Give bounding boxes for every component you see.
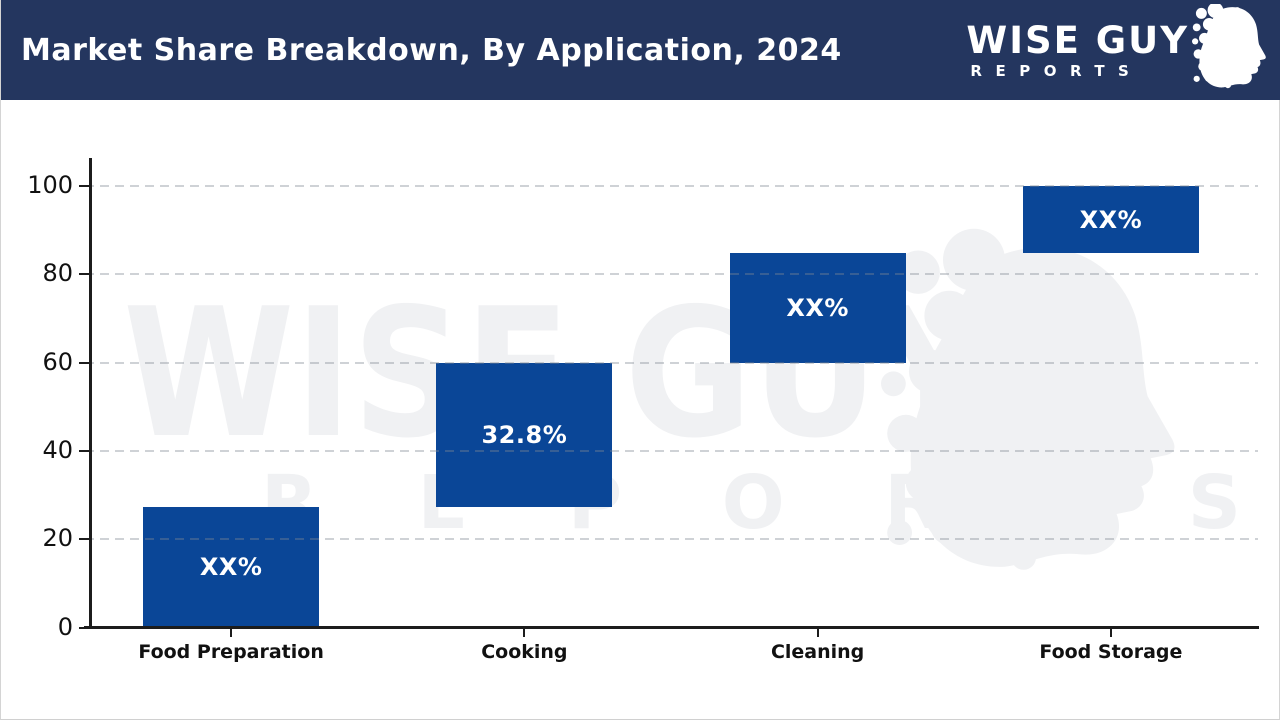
gridline-60 [84, 361, 1258, 364]
bar-food-storage: XX% [1022, 186, 1199, 254]
category-label-cooking: Cooking [481, 641, 568, 663]
y-tick-label-20: 20 [42, 524, 73, 553]
category-label-cleaning: Cleaning [770, 641, 865, 663]
logo-sub-text: REPORTS [970, 61, 1143, 80]
y-tick-label-40: 40 [42, 435, 73, 464]
bar-value-label-food-storage: XX% [1079, 205, 1143, 234]
gridline-20 [84, 538, 1258, 541]
x-tick-food-preparation [230, 629, 233, 637]
bar-cooking: 32.8% [436, 362, 613, 508]
y-tick-60 [79, 361, 90, 364]
bar-food-preparation: XX% [143, 507, 320, 628]
x-tick-cleaning [816, 629, 819, 637]
gridline-40 [84, 449, 1258, 452]
header-bar: Market Share Breakdown, By Application, … [1, 0, 1280, 100]
y-tick-label-100: 100 [27, 171, 73, 199]
logo-face-icon [1192, 4, 1266, 89]
logo-wordmark: WISE GUY REPORTS [966, 22, 1189, 79]
plot: 0 20 40 60 80 100 XX% Food Preparation 32.8% Cook… [1, 100, 1280, 720]
category-label-food-preparation: Food Preparation [138, 641, 324, 663]
category-label-food-storage: Food Storage [1039, 641, 1183, 663]
x-axis-line [84, 626, 1259, 629]
bar-value-label-food-preparation: XX% [199, 553, 263, 582]
y-axis-line [89, 158, 92, 629]
brand-logo: WISE GUY REPORTS [966, 4, 1280, 96]
chart-title: Market Share Breakdown, By Application, … [21, 32, 842, 68]
y-tick-100 [79, 185, 90, 187]
y-tick-0 [79, 626, 90, 629]
gridline-80 [84, 273, 1258, 276]
y-tick-20 [79, 538, 90, 541]
x-tick-food-storage [1109, 629, 1112, 637]
y-tick-40 [79, 449, 90, 452]
y-tick-label-60: 60 [42, 347, 73, 376]
y-tick-80 [79, 273, 90, 276]
bar-cleaning: XX% [729, 253, 906, 363]
bar-value-label-cleaning: XX% [786, 293, 849, 322]
gridline-100 [84, 185, 1258, 187]
y-tick-label-80: 80 [42, 259, 73, 288]
logo-name-text: WISE GUY [966, 18, 1189, 62]
bar-value-label-cooking: 32.8% [481, 420, 568, 449]
x-tick-cooking [523, 629, 526, 637]
y-tick-label-0: 0 [57, 612, 73, 641]
